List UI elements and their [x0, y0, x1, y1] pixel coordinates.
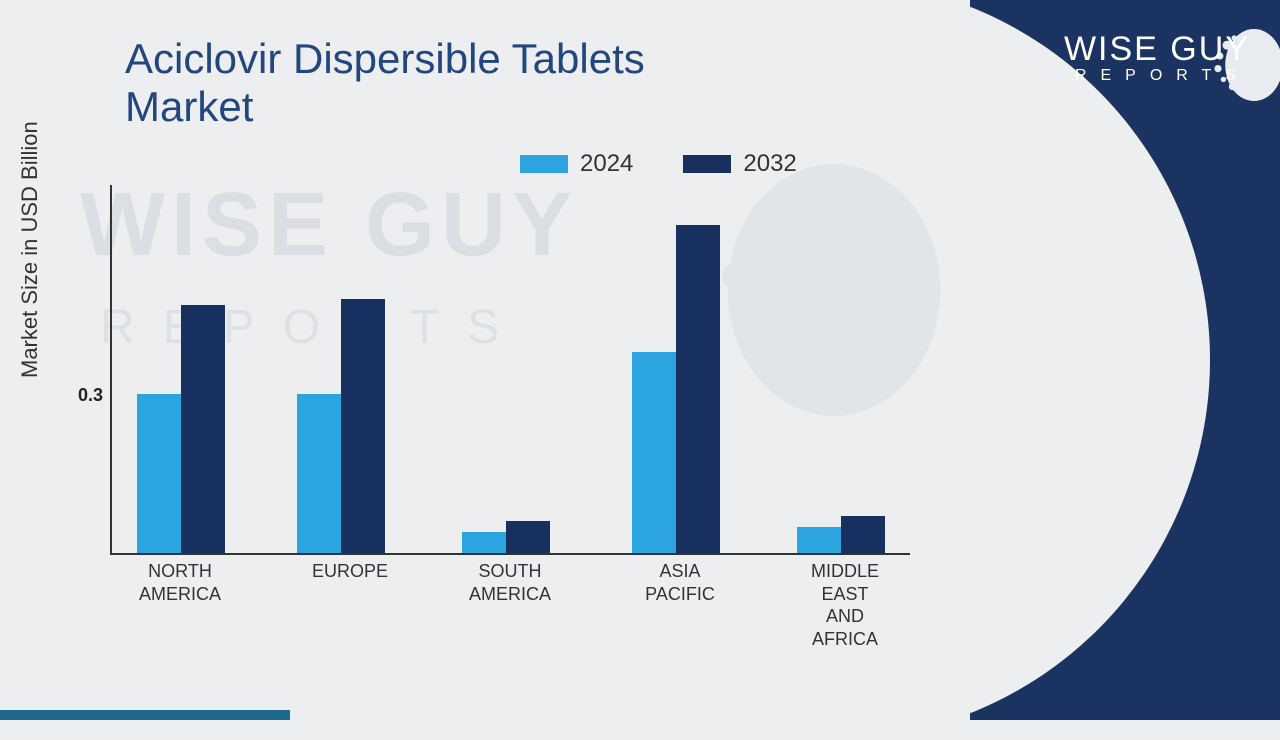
brand-line2: REPORTS — [1064, 67, 1250, 85]
bar-2032-2 — [506, 521, 550, 553]
bar-2024-2 — [462, 532, 506, 553]
legend: 2024 2032 — [520, 150, 797, 178]
brand-line1: WISE GUY — [1064, 30, 1250, 69]
brand-logo-text: WISE GUY REPORTS — [1064, 30, 1250, 85]
bar-2024-1 — [297, 394, 341, 553]
bar-2024-0 — [137, 394, 181, 553]
legend-label-2032: 2032 — [743, 150, 796, 178]
bar-2024-4 — [797, 527, 841, 553]
legend-label-2024: 2024 — [580, 150, 633, 178]
x-label-3: ASIAPACIFIC — [610, 560, 750, 605]
legend-swatch-2024 — [520, 155, 568, 173]
chart-area: Market Size in USD Billion 2024 2032 0.3… — [40, 155, 920, 645]
footer-accent-bar — [0, 710, 290, 720]
bar-2024-3 — [632, 352, 676, 553]
x-label-0: NORTHAMERICA — [110, 560, 250, 605]
x-label-4: MIDDLEEASTANDAFRICA — [775, 560, 915, 650]
plot-area — [110, 185, 910, 555]
y-tick-label: 0.3 — [78, 385, 103, 406]
bar-2032-4 — [841, 516, 885, 553]
legend-swatch-2032 — [683, 155, 731, 173]
y-axis-label: Market Size in USD Billion — [17, 121, 43, 378]
legend-item-2032: 2032 — [683, 150, 796, 178]
legend-item-2024: 2024 — [520, 150, 633, 178]
chart-title: Aciclovir Dispersible Tablets Market — [125, 35, 745, 132]
x-label-1: EUROPE — [280, 560, 420, 583]
x-label-2: SOUTHAMERICA — [440, 560, 580, 605]
bar-2032-0 — [181, 305, 225, 553]
bar-2032-1 — [341, 299, 385, 553]
bar-2032-3 — [676, 225, 720, 553]
